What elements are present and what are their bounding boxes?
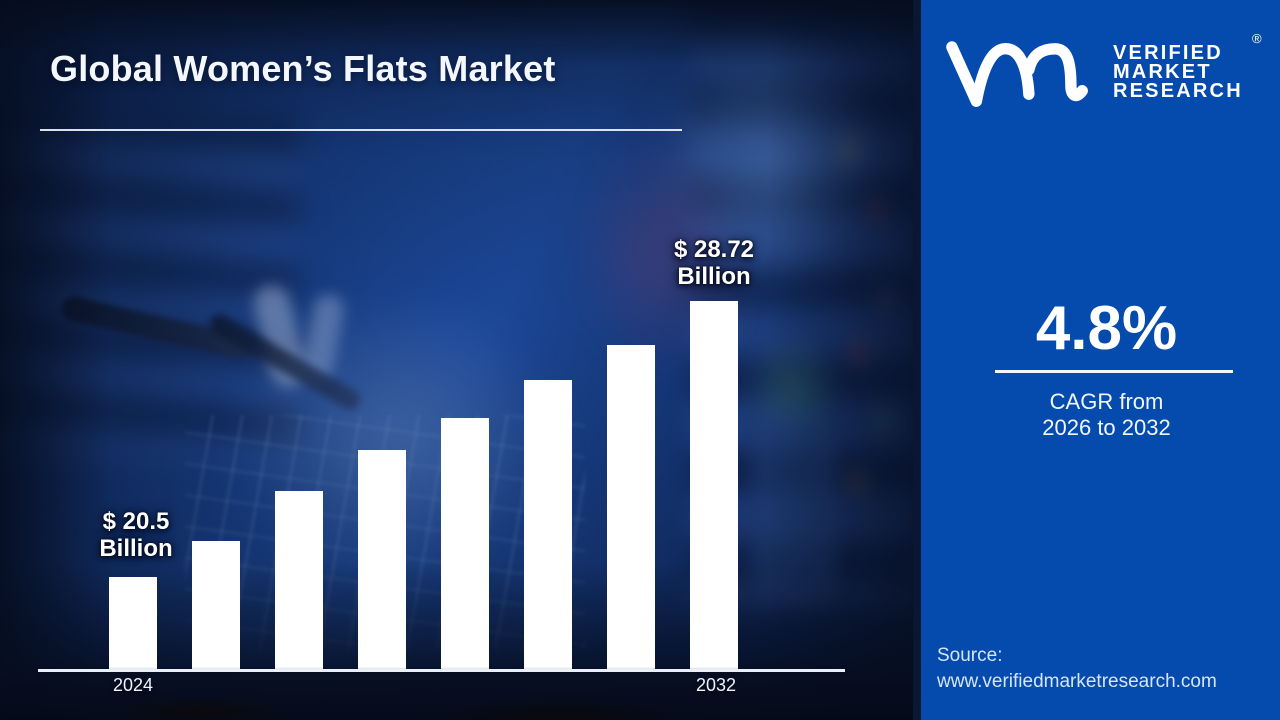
brand-line-verified: VERIFIED bbox=[1113, 42, 1223, 64]
chart-bar-1 bbox=[109, 577, 157, 669]
last-bar-value: $ 28.72 bbox=[673, 236, 755, 263]
cagr-caption-line1: CAGR from bbox=[1049, 389, 1164, 414]
first-bar-value-label: $ 20.5 Billion bbox=[70, 508, 202, 562]
source-block: Source: www.verifiedmarketresearch.com bbox=[937, 643, 1217, 695]
brand-line-research: RESEARCH bbox=[1113, 80, 1243, 102]
chart-bar-3 bbox=[275, 491, 323, 669]
brand-line-market: MARKET bbox=[1113, 61, 1212, 83]
source-url: www.verifiedmarketresearch.com bbox=[937, 671, 1217, 692]
brand-name: VERIFIED MARKET RESEARCH bbox=[1113, 42, 1243, 102]
chart-bar-6 bbox=[524, 380, 572, 669]
chart-bar-7 bbox=[607, 345, 655, 669]
registered-trademark-icon: ® bbox=[1252, 31, 1262, 46]
source-label: Source: bbox=[937, 645, 1003, 666]
x-tick-2032: 2032 bbox=[695, 675, 737, 695]
cagr-caption: CAGR from 2026 to 2032 bbox=[933, 389, 1280, 441]
chart-bar-8 bbox=[690, 301, 738, 669]
bar-chart: $ 20.5 Billion $ 28.72 Billion 2024 2032 bbox=[38, 236, 845, 695]
last-bar-unit: Billion bbox=[677, 263, 751, 290]
cagr-underline bbox=[995, 370, 1233, 373]
x-axis-line bbox=[38, 669, 845, 672]
first-bar-unit: Billion bbox=[99, 535, 173, 562]
page-title: Global Women’s Flats Market bbox=[50, 48, 556, 89]
vmr-monogram-icon bbox=[946, 41, 1088, 107]
chart-bar-2 bbox=[192, 541, 240, 669]
first-bar-value: $ 20.5 bbox=[102, 508, 170, 535]
chart-bar-4 bbox=[358, 450, 406, 669]
title-underline bbox=[40, 129, 682, 131]
cagr-value: 4.8% bbox=[1035, 294, 1178, 363]
brand-sidebar: VERIFIED MARKET RESEARCH ® 4.8% CAGR fro… bbox=[913, 0, 1280, 720]
last-bar-value-label: $ 28.72 Billion bbox=[648, 236, 780, 290]
cagr-caption-line2: 2026 to 2032 bbox=[1042, 415, 1171, 440]
x-tick-2024: 2024 bbox=[112, 675, 154, 695]
chart-bar-5 bbox=[441, 418, 489, 669]
